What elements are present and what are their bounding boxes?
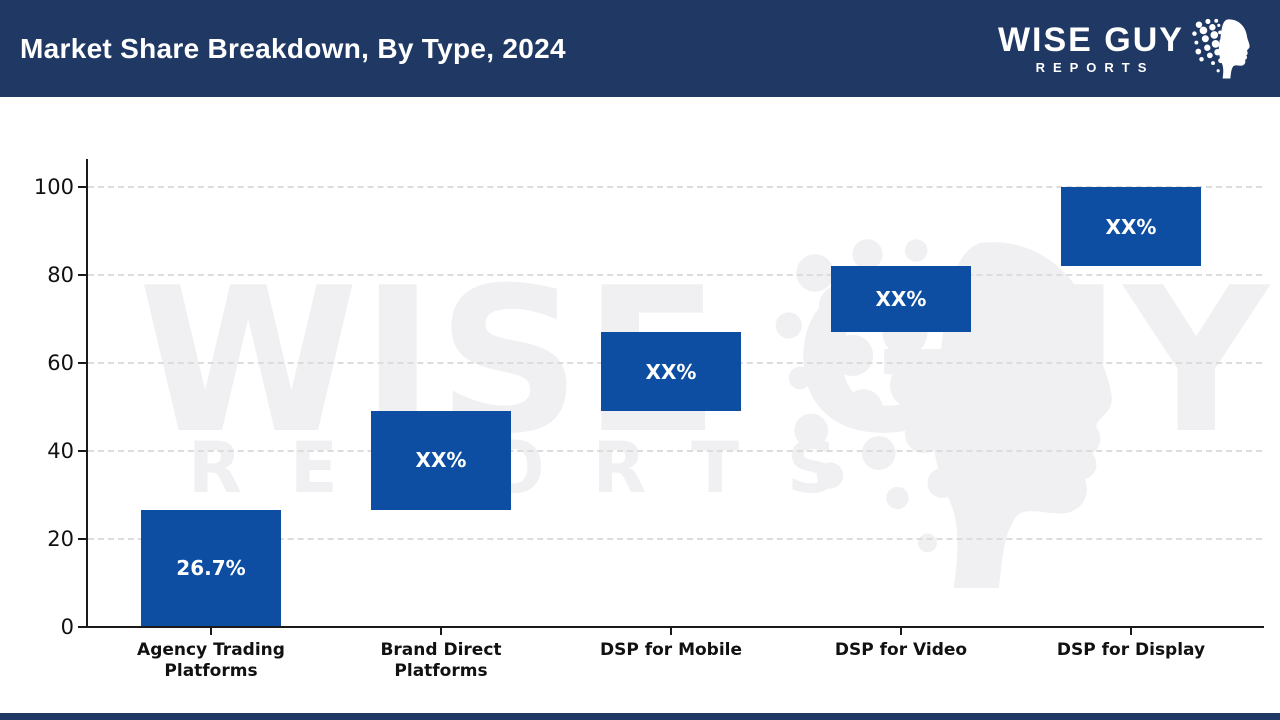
y-axis-tick: [78, 274, 87, 276]
bar-value-label: XX%: [1105, 214, 1157, 239]
wiseguy-logo: WISE GUY REPORTS: [998, 13, 1254, 85]
bar-value-label: XX%: [415, 448, 467, 473]
x-axis-category-label: Agency Trading Platforms: [137, 640, 285, 681]
x-axis-tick: [670, 628, 672, 635]
bar-segment: [831, 266, 971, 333]
bar-segment: [601, 332, 741, 412]
x-axis-category-label: DSP for Video: [834, 640, 968, 660]
bar-segment: [1061, 187, 1201, 267]
bar-value-label: XX%: [645, 359, 697, 384]
y-axis-label: 60: [47, 351, 74, 375]
y-axis-label: 0: [60, 615, 74, 639]
x-axis-tick: [210, 628, 212, 635]
x-axis-tick: [1130, 628, 1132, 635]
gridline: [88, 186, 1262, 188]
bar-value-label: XX%: [875, 287, 927, 312]
y-axis-label: 80: [47, 263, 74, 287]
logo-text: WISE GUY REPORTS: [998, 23, 1184, 75]
y-axis-tick: [78, 186, 87, 188]
bar-value-label: 26.7%: [176, 556, 246, 581]
x-axis-spine: [86, 626, 1264, 628]
gridline: [88, 450, 1262, 452]
y-axis-label: 20: [47, 527, 74, 551]
x-axis-tick: [440, 628, 442, 635]
logo-wordmark: WISE GUY: [997, 20, 1184, 59]
footer-bar: [0, 713, 1280, 720]
header-bar: Market Share Breakdown, By Type, 2024 WI…: [0, 0, 1280, 97]
gridline: [88, 274, 1262, 276]
watermark-subtext: REPORTS: [188, 427, 886, 509]
x-axis-tick: [900, 628, 902, 635]
x-axis-category-label: DSP for Mobile: [599, 640, 743, 660]
bar-segment: [141, 509, 281, 627]
y-axis-tick: [78, 362, 87, 364]
y-axis-tick: [78, 450, 87, 452]
bar-segment: [371, 411, 511, 510]
y-axis-tick: [78, 538, 87, 540]
y-axis-tick: [78, 626, 87, 628]
x-axis-category-label: DSP for Display: [1056, 640, 1206, 660]
chart-title: Market Share Breakdown, By Type, 2024: [20, 32, 566, 64]
y-axis-spine: [86, 159, 88, 628]
x-axis-category-label: Brand Direct Platforms: [380, 640, 502, 681]
y-axis-label: 100: [33, 175, 74, 199]
gridline: [88, 538, 1262, 540]
y-axis-label: 40: [47, 439, 74, 463]
logo-subtext: REPORTS: [1035, 59, 1155, 75]
